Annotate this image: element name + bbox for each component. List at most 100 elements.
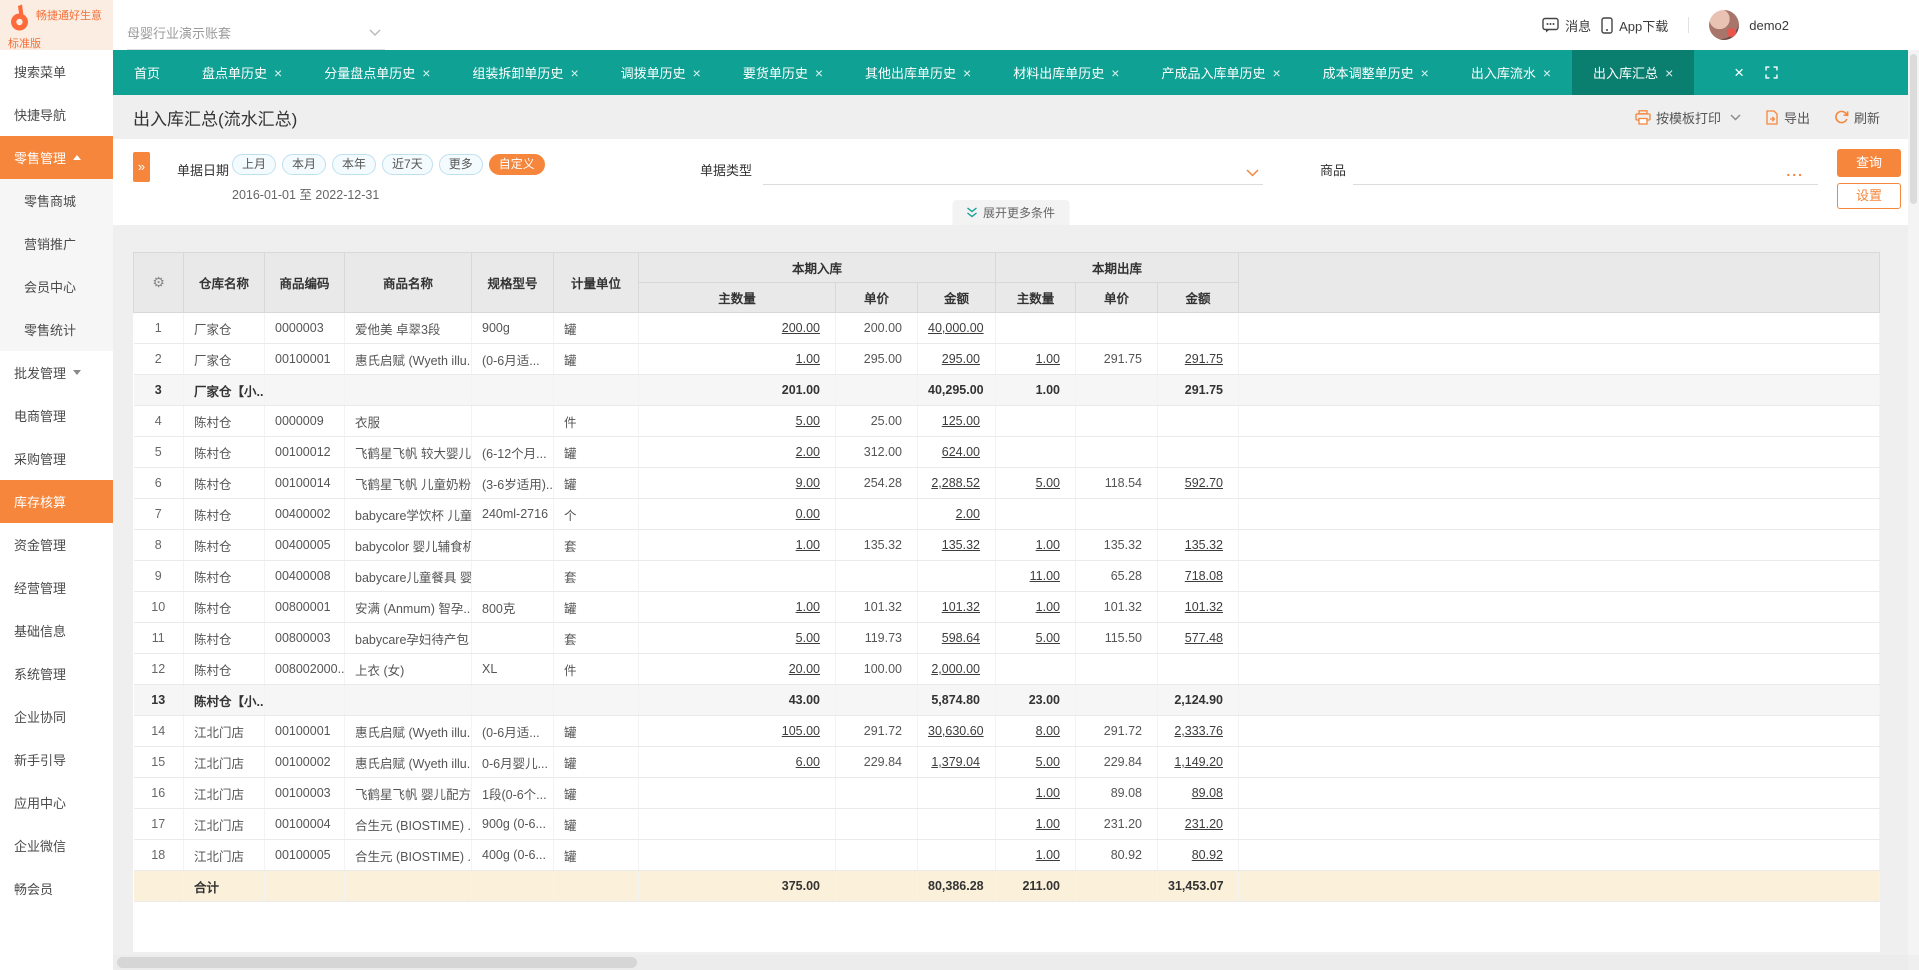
drill-down-link[interactable]: 6.00 (795, 755, 820, 769)
tab-close-icon[interactable]: × (274, 64, 283, 81)
drill-down-link[interactable]: 624.00 (941, 445, 980, 459)
v-scroll-thumb[interactable] (1910, 54, 1917, 204)
refresh-button[interactable]: 刷新 (1834, 108, 1880, 127)
chevron-down-icon[interactable] (1246, 169, 1259, 177)
drill-down-link[interactable]: 8.00 (1035, 724, 1060, 738)
product-picker-ellipsis[interactable]: ... (1786, 163, 1804, 179)
tab-close-icon[interactable]: × (1542, 64, 1552, 81)
drill-down-link[interactable]: 20.00 (788, 662, 820, 676)
tab-close-icon[interactable]: × (422, 64, 431, 81)
tab[interactable]: 盘点单历史 × (181, 50, 303, 95)
tab[interactable]: 其他出库单历史 × (844, 50, 992, 95)
drill-down-link[interactable]: 2.00 (955, 507, 980, 521)
drill-down-link[interactable]: 40,000.00 (928, 321, 984, 335)
drill-down-link[interactable]: 11.00 (1029, 569, 1060, 583)
expand-more-conditions[interactable]: 展开更多条件 (951, 200, 1070, 225)
avatar[interactable] (1709, 10, 1740, 40)
tab[interactable]: 调拨单历史 × (600, 50, 722, 95)
vertical-scrollbar[interactable] (1908, 50, 1919, 955)
sidebar-item-零售管理[interactable]: 零售管理 (0, 136, 113, 179)
sidebar-item-零售商城[interactable]: 零售商城 (0, 179, 113, 222)
drill-down-link[interactable]: 592.70 (1184, 476, 1223, 490)
sidebar-item-资金管理[interactable]: 资金管理 (0, 523, 113, 566)
app-download-button[interactable]: App下载 (1601, 16, 1668, 35)
tab[interactable]: 首页 (113, 50, 181, 95)
drill-down-link[interactable]: 101.32 (941, 600, 980, 614)
drill-down-link[interactable]: 1.00 (795, 352, 820, 366)
drill-down-link[interactable]: 200.00 (781, 321, 820, 335)
drill-down-link[interactable]: 2,000.00 (931, 662, 980, 676)
sidebar-item-应用中心[interactable]: 应用中心 (0, 781, 113, 824)
tab-close-icon[interactable]: × (1420, 64, 1429, 81)
drill-down-link[interactable]: 9.00 (795, 476, 820, 490)
drill-down-link[interactable]: 135.32 (1184, 538, 1223, 552)
drill-down-link[interactable]: 5.00 (795, 414, 820, 428)
drill-down-link[interactable]: 2.00 (795, 445, 820, 459)
drill-down-link[interactable]: 101.32 (1184, 600, 1223, 614)
sidebar-item-会员中心[interactable]: 会员中心 (0, 265, 113, 308)
drill-down-link[interactable]: 1.00 (795, 600, 820, 614)
tab[interactable]: 组装拆卸单历史 × (451, 50, 599, 95)
sidebar-item-零售统计[interactable]: 零售统计 (0, 308, 113, 351)
product-input[interactable]: ... (1353, 156, 1818, 185)
drill-down-link[interactable]: 30,630.60 (928, 724, 984, 738)
tab-close-icon[interactable]: × (814, 64, 824, 81)
sidebar-item-系统管理[interactable]: 系统管理 (0, 652, 113, 695)
tab-close-icon[interactable]: × (692, 64, 701, 81)
sidebar-item-电商管理[interactable]: 电商管理 (0, 394, 113, 437)
sidebar-item-基础信息[interactable]: 基础信息 (0, 609, 113, 652)
drill-down-link[interactable]: 2,288.52 (931, 476, 980, 490)
sidebar-item-库存核算[interactable]: 库存核算 (0, 480, 113, 523)
drill-down-link[interactable]: 105.00 (781, 724, 820, 738)
sidebar-item-畅会员[interactable]: 畅会员 (0, 867, 113, 910)
sidebar-item-企业微信[interactable]: 企业微信 (0, 824, 113, 867)
tab[interactable]: 产成品入库单历史 × (1140, 50, 1301, 95)
sidebar-item-批发管理[interactable]: 批发管理 (0, 351, 113, 394)
drill-down-link[interactable]: 1,379.04 (931, 755, 980, 769)
account-set-select[interactable]: 母婴行业演示账套 (127, 20, 385, 50)
date-preset-pill[interactable]: 上月 (232, 154, 277, 175)
print-by-template-button[interactable]: 按模板打印 (1635, 108, 1741, 127)
fullscreen-icon[interactable] (1764, 65, 1779, 80)
tab-close-icon[interactable]: × (1665, 64, 1674, 81)
close-all-tabs-icon[interactable]: × (1734, 63, 1744, 82)
drill-down-link[interactable]: 1.00 (795, 538, 820, 552)
drill-down-link[interactable]: 5.00 (1035, 476, 1060, 490)
sidebar-item-搜索菜单[interactable]: 搜索菜单 (0, 50, 113, 93)
tab[interactable]: 材料出库单历史 × (992, 50, 1140, 95)
tab-close-icon[interactable]: × (1272, 64, 1281, 81)
drill-down-link[interactable]: 5.00 (1035, 755, 1060, 769)
tab[interactable]: 出入库流水 × (1450, 50, 1572, 95)
tab[interactable]: 成本调整单历史 × (1302, 50, 1450, 95)
date-preset-pill[interactable]: 更多 (438, 154, 483, 175)
drill-down-link[interactable]: 5.00 (1035, 631, 1060, 645)
export-button[interactable]: 导出 (1765, 108, 1810, 127)
column-settings-gear-icon[interactable]: ⚙ (133, 252, 184, 313)
drill-down-link[interactable]: 1.00 (1035, 352, 1060, 366)
sidebar-item-经营管理[interactable]: 经营管理 (0, 566, 113, 609)
sidebar-item-企业协同[interactable]: 企业协同 (0, 695, 113, 738)
date-range-value[interactable]: 2016-01-01 至 2022-12-31 (232, 188, 380, 202)
date-custom-pill[interactable]: 自定义 (488, 154, 545, 175)
drill-down-link[interactable]: 0.00 (795, 507, 820, 521)
messages-button[interactable]: 消息 (1542, 16, 1591, 35)
drill-down-link[interactable]: 80.92 (1191, 848, 1223, 862)
sidebar-item-采购管理[interactable]: 采购管理 (0, 437, 113, 480)
sidebar-item-新手引导[interactable]: 新手引导 (0, 738, 113, 781)
drill-down-link[interactable]: 89.08 (1191, 786, 1223, 800)
tab[interactable]: 要货单历史 × (722, 50, 844, 95)
drill-down-link[interactable]: 291.75 (1184, 352, 1223, 366)
chevron-down-icon[interactable] (1730, 114, 1741, 121)
tab-close-icon[interactable]: × (1111, 64, 1120, 81)
drill-down-link[interactable]: 125.00 (941, 414, 980, 428)
settings-button[interactable]: 设置 (1837, 183, 1901, 209)
drill-down-link[interactable]: 1.00 (1035, 538, 1060, 552)
drill-down-link[interactable]: 295.00 (941, 352, 980, 366)
drill-down-link[interactable]: 1.00 (1035, 848, 1060, 862)
drill-down-link[interactable]: 2,333.76 (1174, 724, 1223, 738)
drill-down-link[interactable]: 1.00 (1035, 600, 1060, 614)
sidebar-item-营销推广[interactable]: 营销推广 (0, 222, 113, 265)
search-button[interactable]: 查询 (1837, 149, 1901, 177)
collapse-filter-button[interactable]: » (133, 152, 150, 182)
drill-down-link[interactable]: 135.32 (941, 538, 980, 552)
